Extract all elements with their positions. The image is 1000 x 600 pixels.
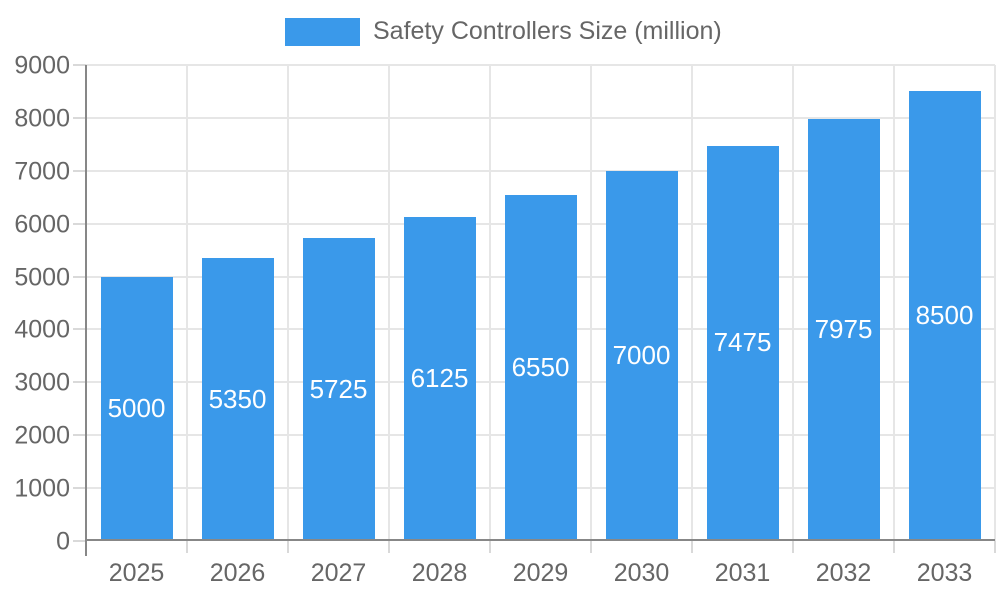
y-tick-mark [73, 487, 86, 490]
x-tick-mark [489, 541, 491, 553]
gridline-vertical [287, 65, 289, 541]
x-tick-mark [388, 541, 390, 553]
y-tick-label: 9000 [14, 51, 70, 80]
x-tick-label: 2033 [916, 559, 973, 587]
x-tick-mark [691, 541, 693, 553]
x-tick-mark [792, 541, 794, 553]
y-tick-label: 3000 [14, 368, 70, 397]
bar-2027: 5725 [302, 238, 375, 540]
gridline-horizontal [86, 64, 995, 66]
bar-2030: 7000 [605, 170, 678, 540]
x-tick-label: 2028 [411, 559, 468, 587]
y-tick-mark [73, 381, 86, 384]
gridline-vertical [186, 65, 188, 541]
plot-area: 5000 5350 5725 6125 6550 7000 7475 7975 8500 [86, 64, 996, 541]
gridline-vertical [489, 65, 491, 541]
x-tick-mark [893, 541, 895, 553]
x-tick-label: 2031 [714, 559, 771, 587]
gridline-vertical [590, 65, 592, 541]
bar-value-label: 5000 [107, 392, 166, 423]
y-tick-label: 0 [56, 527, 70, 556]
y-tick-label: 8000 [14, 104, 70, 133]
y-tick-label: 4000 [14, 315, 70, 344]
y-tick-label: 7000 [14, 157, 70, 186]
y-tick-label: 6000 [14, 210, 70, 239]
y-tick-label: 1000 [14, 474, 70, 503]
y-tick-mark [73, 169, 86, 172]
gridline-vertical [691, 65, 693, 541]
bar-value-label: 5350 [208, 383, 267, 414]
gridline-vertical [893, 65, 895, 541]
gridline-horizontal [86, 116, 995, 119]
y-tick-mark [73, 275, 86, 278]
x-tick-label: 2029 [512, 559, 569, 587]
chart-legend[interactable]: Safety Controllers Size (million) [285, 17, 722, 46]
x-tick-label: 2032 [815, 559, 872, 587]
x-tick-mark [186, 541, 188, 553]
legend-label: Safety Controllers Size (million) [373, 17, 722, 45]
bar-value-label: 8500 [915, 300, 974, 331]
x-tick-label: 2026 [209, 559, 266, 587]
gridline-vertical [388, 65, 390, 541]
bar-value-label: 7000 [612, 339, 671, 370]
bar-value-label: 5725 [309, 373, 368, 404]
y-tick-mark [73, 328, 86, 331]
bar-2031: 7475 [706, 145, 779, 540]
bar-2026: 5350 [201, 258, 274, 540]
bar-value-label: 7975 [814, 314, 873, 345]
legend-swatch [285, 17, 360, 46]
gridline-horizontal [86, 169, 995, 172]
bar-value-label: 7475 [713, 327, 772, 358]
y-tick-mark [73, 540, 86, 542]
bar-value-label: 6550 [511, 351, 570, 382]
x-tick-mark [287, 541, 289, 553]
y-tick-mark [73, 64, 86, 66]
bar-2029: 6550 [504, 194, 577, 540]
bar-2033: 8500 [908, 91, 981, 540]
x-tick-mark [994, 541, 996, 553]
bar-2028: 6125 [403, 217, 476, 540]
y-tick-label: 5000 [14, 263, 70, 292]
x-tick-mark [590, 541, 592, 553]
x-tick-label: 2030 [613, 559, 670, 587]
bar-2025: 5000 [100, 276, 173, 540]
y-tick-mark [73, 222, 86, 225]
y-tick-label: 2000 [14, 421, 70, 450]
x-tick-label: 2025 [108, 559, 165, 587]
y-tick-mark [73, 116, 86, 119]
bar-2032: 7975 [807, 119, 880, 540]
y-tick-mark [73, 434, 86, 437]
gridline-vertical [792, 65, 794, 541]
y-axis-line [85, 65, 87, 556]
x-axis-line [85, 539, 995, 541]
gridline-vertical [994, 65, 996, 541]
bar-value-label: 6125 [410, 363, 469, 394]
x-tick-label: 2027 [310, 559, 367, 587]
